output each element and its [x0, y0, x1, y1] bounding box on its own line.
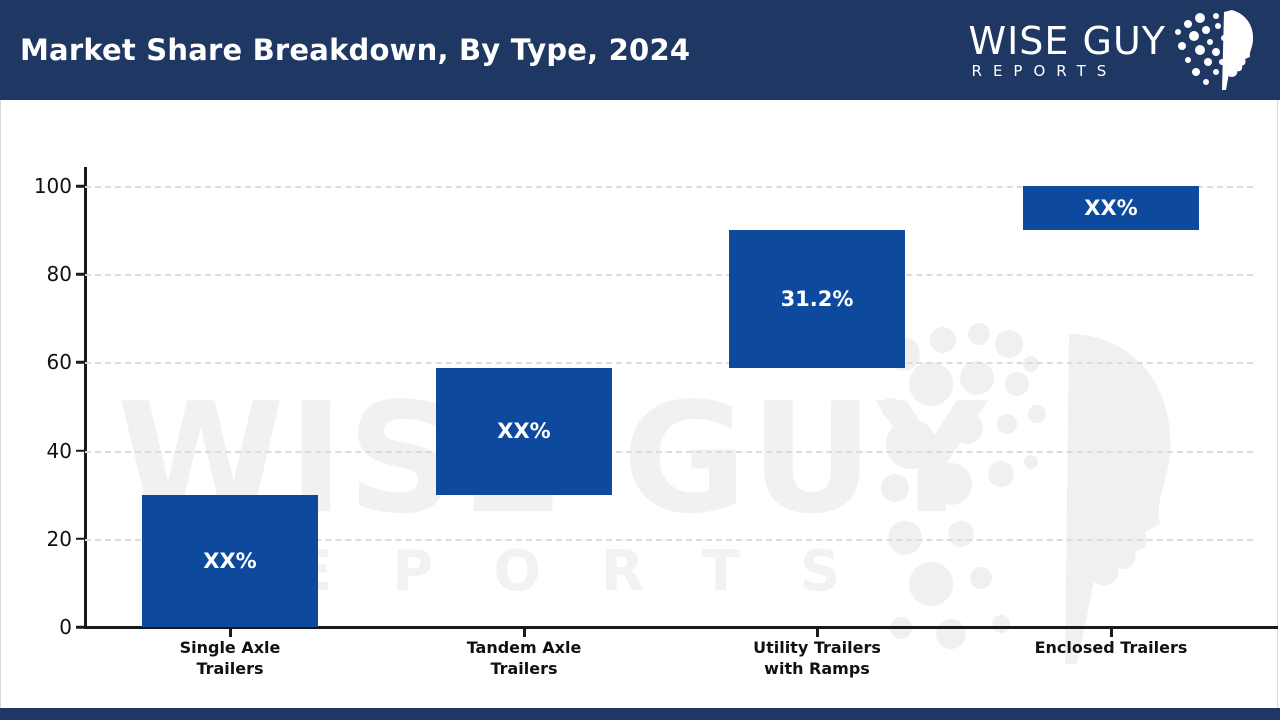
y-tick-label: 100	[33, 174, 72, 198]
x-axis-line	[84, 626, 1278, 629]
wise-guy-reports-logo: WISE GUY REPORTS	[969, 6, 1256, 94]
x-category-label: Single Axle Trailers	[179, 638, 281, 678]
logo-head-icon	[1175, 10, 1254, 90]
x-category-label: Tandem Axle Trailers	[466, 638, 582, 678]
x-category-label: Utility Trailers with Ramps	[753, 638, 881, 678]
logo-brand-subtitle: REPORTS	[971, 61, 1118, 80]
x-category-label: Enclosed Trailers	[1034, 638, 1188, 657]
watermark-head-icon	[881, 323, 1171, 664]
y-tick-label: 0	[59, 615, 72, 639]
bar-value-label: XX%	[203, 548, 257, 573]
header-band: Market Share Breakdown, By Type, 2024 WI…	[0, 0, 1280, 100]
y-tick-label: 20	[46, 526, 72, 551]
x-tick	[229, 628, 232, 637]
bar-value-label: 31.2%	[780, 286, 854, 311]
market-share-bar: XX%	[1023, 186, 1199, 231]
y-tick-label: 80	[46, 262, 72, 287]
logo-brand-name: WISE GUY	[968, 18, 1166, 63]
bar-value-label: XX%	[497, 419, 551, 444]
y-tick	[76, 361, 85, 364]
y-tick	[76, 272, 85, 276]
bar-value-label: XX%	[1084, 196, 1138, 221]
y-tick	[76, 449, 85, 452]
market-share-bar: XX%	[142, 494, 318, 627]
y-tick-label: 40	[46, 438, 72, 463]
market-share-bar: XX%	[436, 367, 612, 495]
y-gridline	[85, 538, 1253, 541]
logo-text: WISE GUY REPORTS	[969, 22, 1166, 79]
footer-band	[0, 708, 1280, 720]
x-tick	[1110, 628, 1113, 637]
chart-title: Market Share Breakdown, By Type, 2024	[20, 33, 691, 67]
y-axis-line	[84, 167, 87, 628]
x-tick	[523, 628, 526, 637]
y-gridline	[85, 186, 1253, 188]
y-tick	[76, 184, 85, 188]
x-tick	[816, 628, 819, 637]
y-gridline	[85, 450, 1253, 453]
y-tick	[76, 537, 85, 541]
y-tick-label: 60	[46, 350, 72, 375]
y-gridline	[85, 362, 1253, 365]
market-share-bar: 31.2%	[729, 230, 905, 368]
y-tick	[76, 625, 85, 629]
y-gridline	[85, 274, 1253, 277]
